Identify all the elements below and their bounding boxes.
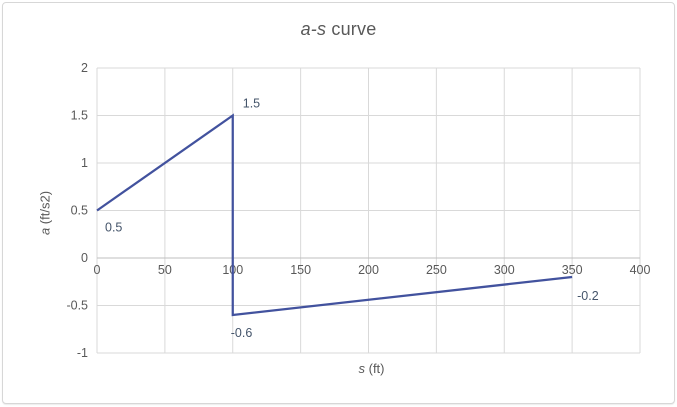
x-tick-label: 400	[630, 263, 651, 277]
x-tick-label: 0	[94, 263, 101, 277]
y-tick-label: 1	[81, 156, 88, 170]
x-tick-label: 300	[494, 263, 515, 277]
y-tick-label: 0	[81, 251, 88, 265]
x-axis-title-italic: s	[358, 361, 366, 376]
y-tick-label: 0.5	[71, 204, 88, 218]
y-tick-label: 2	[81, 61, 88, 75]
x-tick-label: 350	[562, 263, 583, 277]
x-axis-title: s (ft)	[100, 361, 643, 376]
x-tick-label: 50	[158, 263, 172, 277]
x-tick-label: 200	[358, 263, 379, 277]
data-label: 1.5	[243, 97, 260, 111]
x-tick-label: 250	[426, 263, 447, 277]
x-tick-label: 150	[290, 263, 311, 277]
series-line	[96, 113, 573, 317]
y-tick-label: 1.5	[71, 109, 88, 123]
x-axis-title-rest: (ft)	[365, 361, 385, 376]
data-label: -0.6	[231, 326, 253, 340]
data-label: -0.2	[577, 289, 599, 303]
chart-title-rest: curve	[326, 19, 377, 39]
data-label: 0.5	[105, 221, 122, 235]
chart-title-italic: a-s	[300, 19, 327, 39]
chart-title: a-s curve	[3, 19, 674, 40]
y-tick-label: -0.5	[66, 299, 88, 313]
y-tick-label: -1	[77, 346, 88, 360]
